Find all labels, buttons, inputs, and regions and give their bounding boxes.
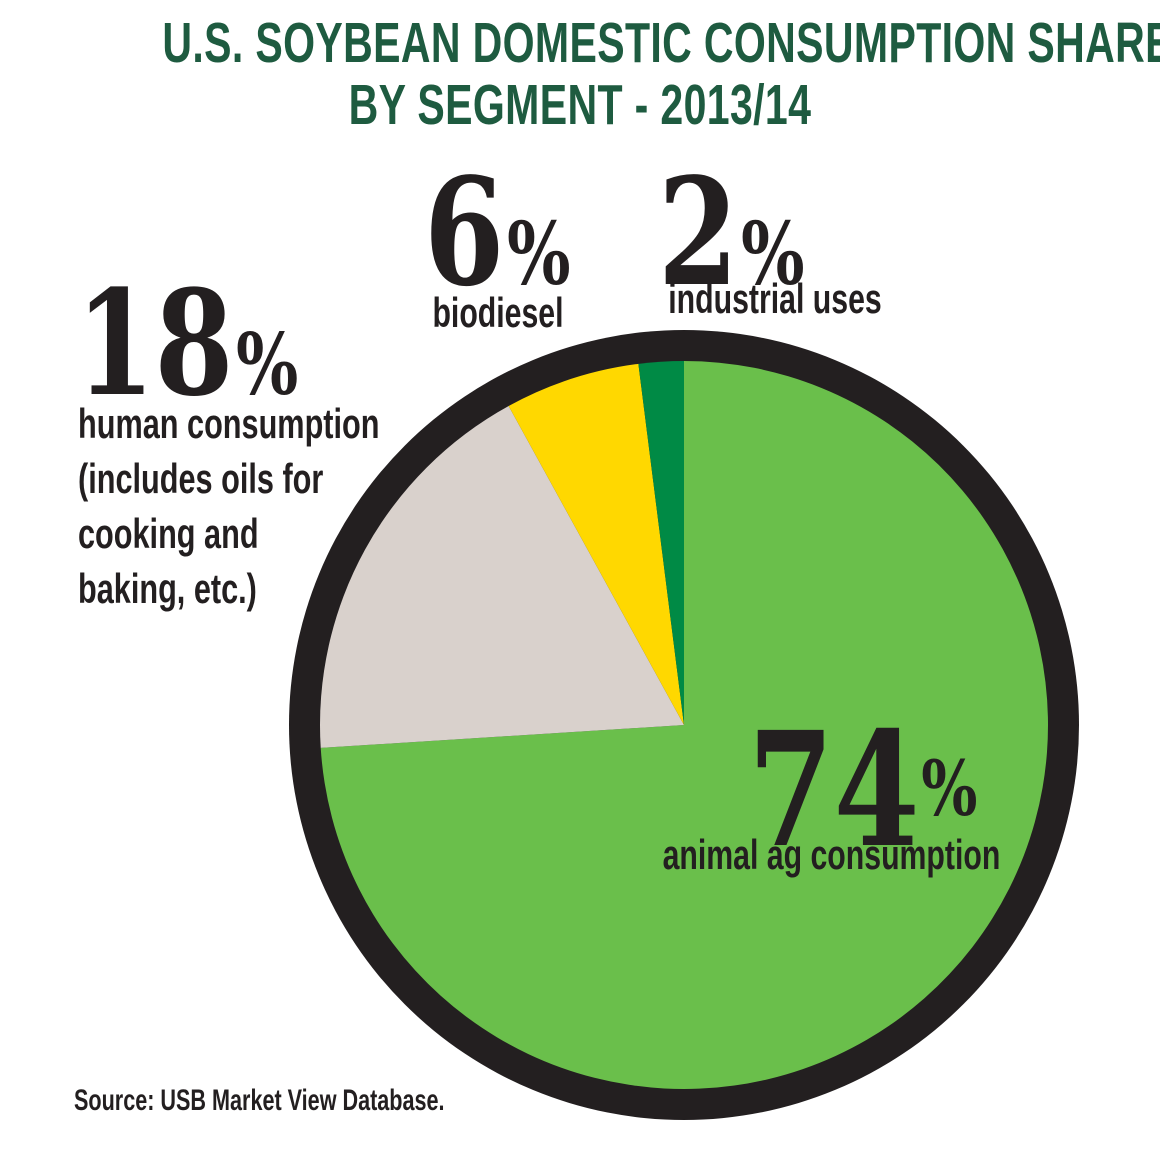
industrial-percent-sign: %: [740, 204, 805, 305]
human-percent-sign: %: [236, 315, 299, 414]
animal-percent-sign: %: [921, 743, 978, 833]
human-label-line2: (includes oils for: [78, 455, 324, 502]
biodiesel-label: biodiesel: [432, 289, 564, 336]
source-note: Source: USB Market View Database.: [74, 1084, 445, 1117]
chart-title-line1: U.S. SOYBEAN DOMESTIC CONSUMPTION SHARE: [162, 11, 1160, 75]
pie-slice-human: [320, 406, 684, 748]
pie-slice-animal: [320, 361, 1049, 1089]
biodiesel-number: 6: [424, 145, 505, 319]
pie-slice-industrial: [638, 361, 684, 725]
animal-label: animal ag consumption: [662, 831, 1001, 878]
chart-title-line2: BY SEGMENT - 2013/14: [348, 73, 812, 137]
industrial-number: 2: [658, 145, 739, 319]
industrial-label: industrial uses: [668, 275, 882, 322]
animal-number: 74: [748, 698, 920, 883]
industrial-value: 2%: [658, 158, 805, 306]
pie-slice-biodiesel: [508, 363, 684, 725]
human-label-line3: cooking and: [78, 510, 259, 557]
human-value: 18%: [76, 272, 298, 417]
human-label: human consumption (includes oils for coo…: [78, 396, 379, 616]
biodiesel-value: 6%: [424, 158, 571, 306]
chart-title: U.S. SOYBEAN DOMESTIC CONSUMPTION SHARE …: [162, 11, 1160, 137]
biodiesel-percent-sign: %: [506, 204, 571, 305]
human-label-line4: baking, etc.): [78, 565, 257, 612]
human-label-line1: human consumption: [78, 400, 380, 447]
animal-value: 74%: [748, 712, 977, 870]
human-number: 18: [76, 259, 234, 429]
